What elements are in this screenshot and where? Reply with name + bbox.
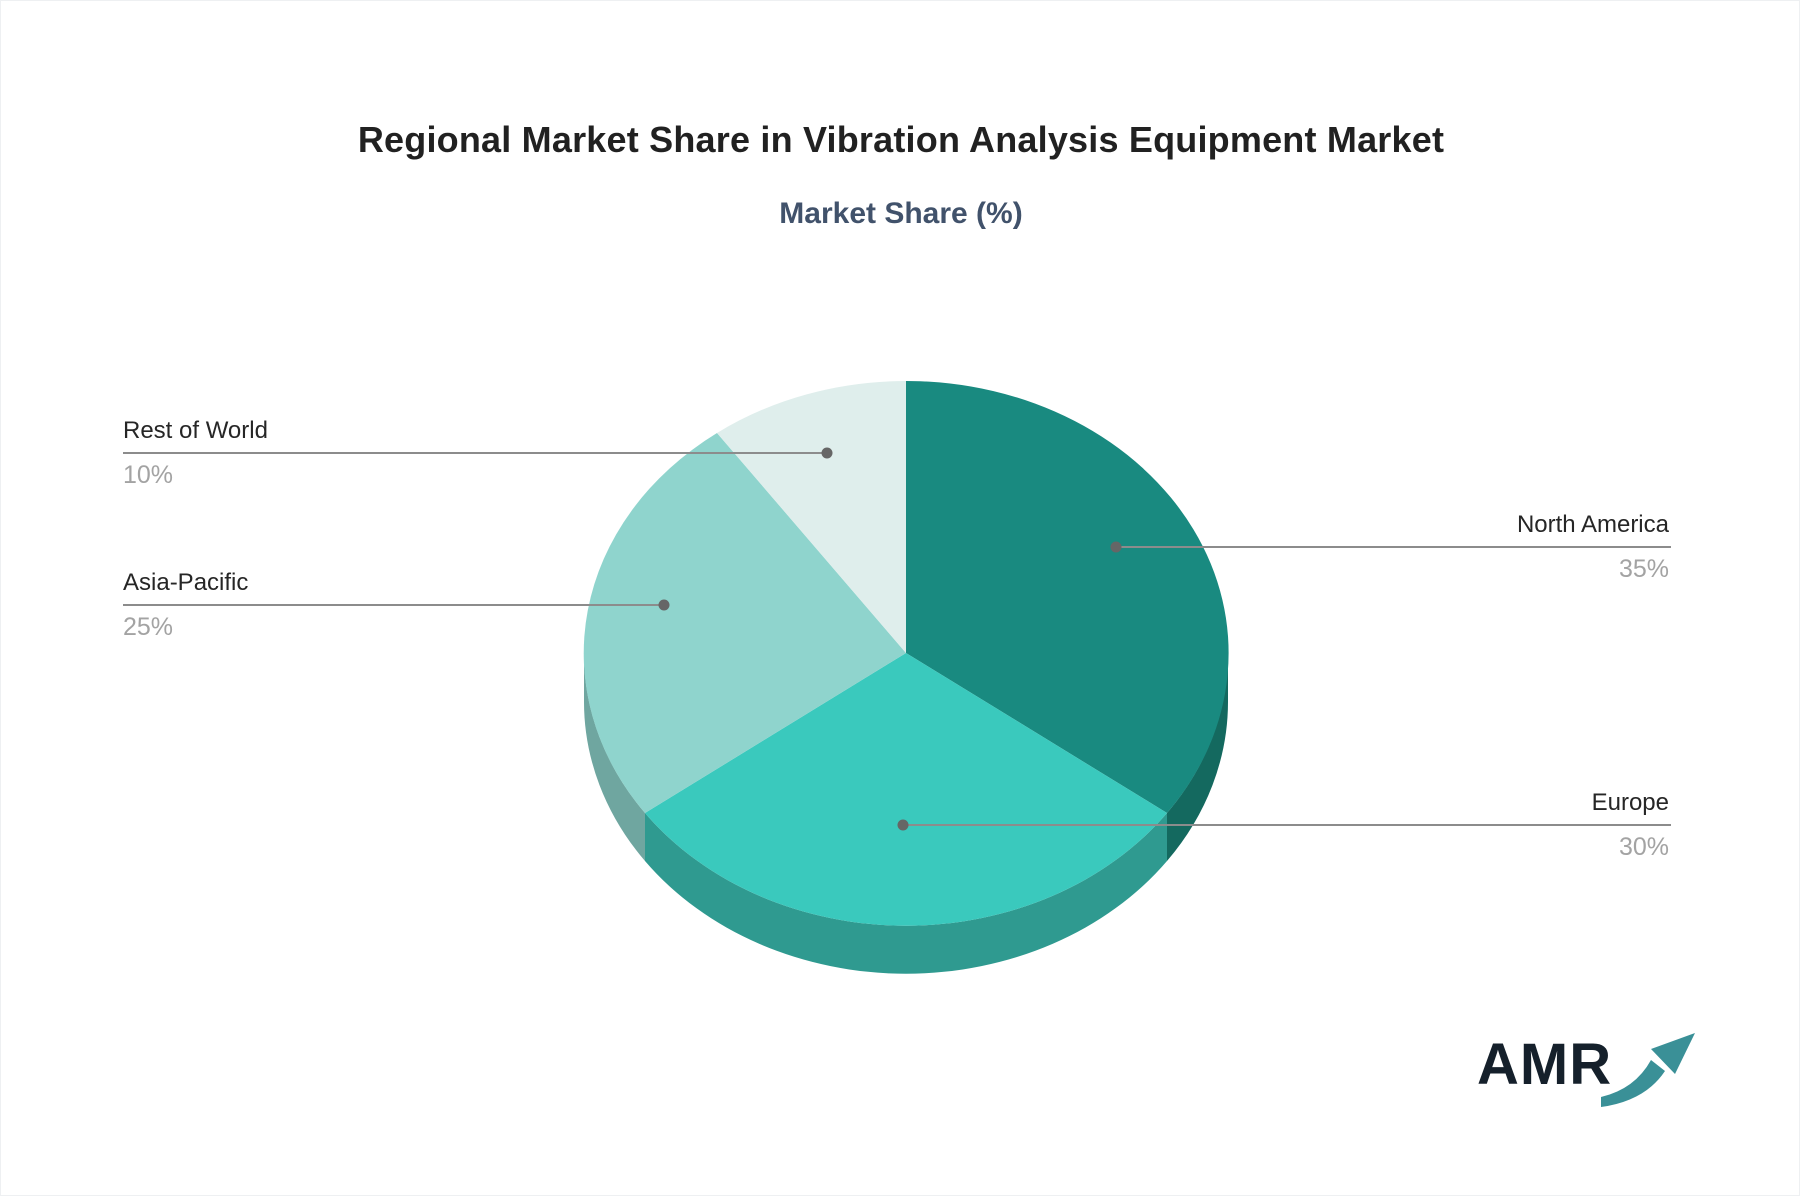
label-asia-pacific: Asia-Pacific bbox=[123, 569, 249, 596]
label-europe: Europe bbox=[1591, 789, 1669, 816]
value-europe: 30% bbox=[1618, 833, 1669, 861]
value-rest-of-world: 10% bbox=[123, 461, 174, 489]
value-asia-pacific: 25% bbox=[123, 613, 174, 641]
value-north-america: 35% bbox=[1618, 555, 1669, 583]
leader-dot-rest-of-world bbox=[821, 447, 833, 459]
amr-logo-arrow-icon bbox=[1601, 1033, 1695, 1107]
pie-slice-rest-of-world[interactable] bbox=[717, 381, 906, 653]
label-rest-of-world: Rest of World bbox=[123, 417, 268, 444]
chart-title: Regional Market Share in Vibration Analy… bbox=[357, 119, 1445, 160]
amr-logo: AMR bbox=[1477, 1031, 1707, 1121]
pie-slice-europe-side bbox=[645, 813, 1167, 974]
leader-dot-asia-pacific bbox=[658, 599, 670, 611]
pie-slice-north-america[interactable] bbox=[906, 380, 1229, 813]
label-north-america: North America bbox=[1516, 511, 1669, 538]
chart-subtitle: Market Share (%) bbox=[779, 197, 1023, 230]
leader-dot-north-america bbox=[1110, 541, 1122, 553]
pie-slice-asia-pacific[interactable] bbox=[583, 433, 906, 813]
amr-logo-text: AMR bbox=[1477, 1032, 1613, 1097]
leader-dot-europe bbox=[897, 819, 909, 831]
pie-slice-europe[interactable] bbox=[645, 653, 1167, 926]
pie-slice-asia-pacific-side bbox=[583, 653, 645, 861]
pie-slice-north-america-side bbox=[1167, 653, 1229, 861]
